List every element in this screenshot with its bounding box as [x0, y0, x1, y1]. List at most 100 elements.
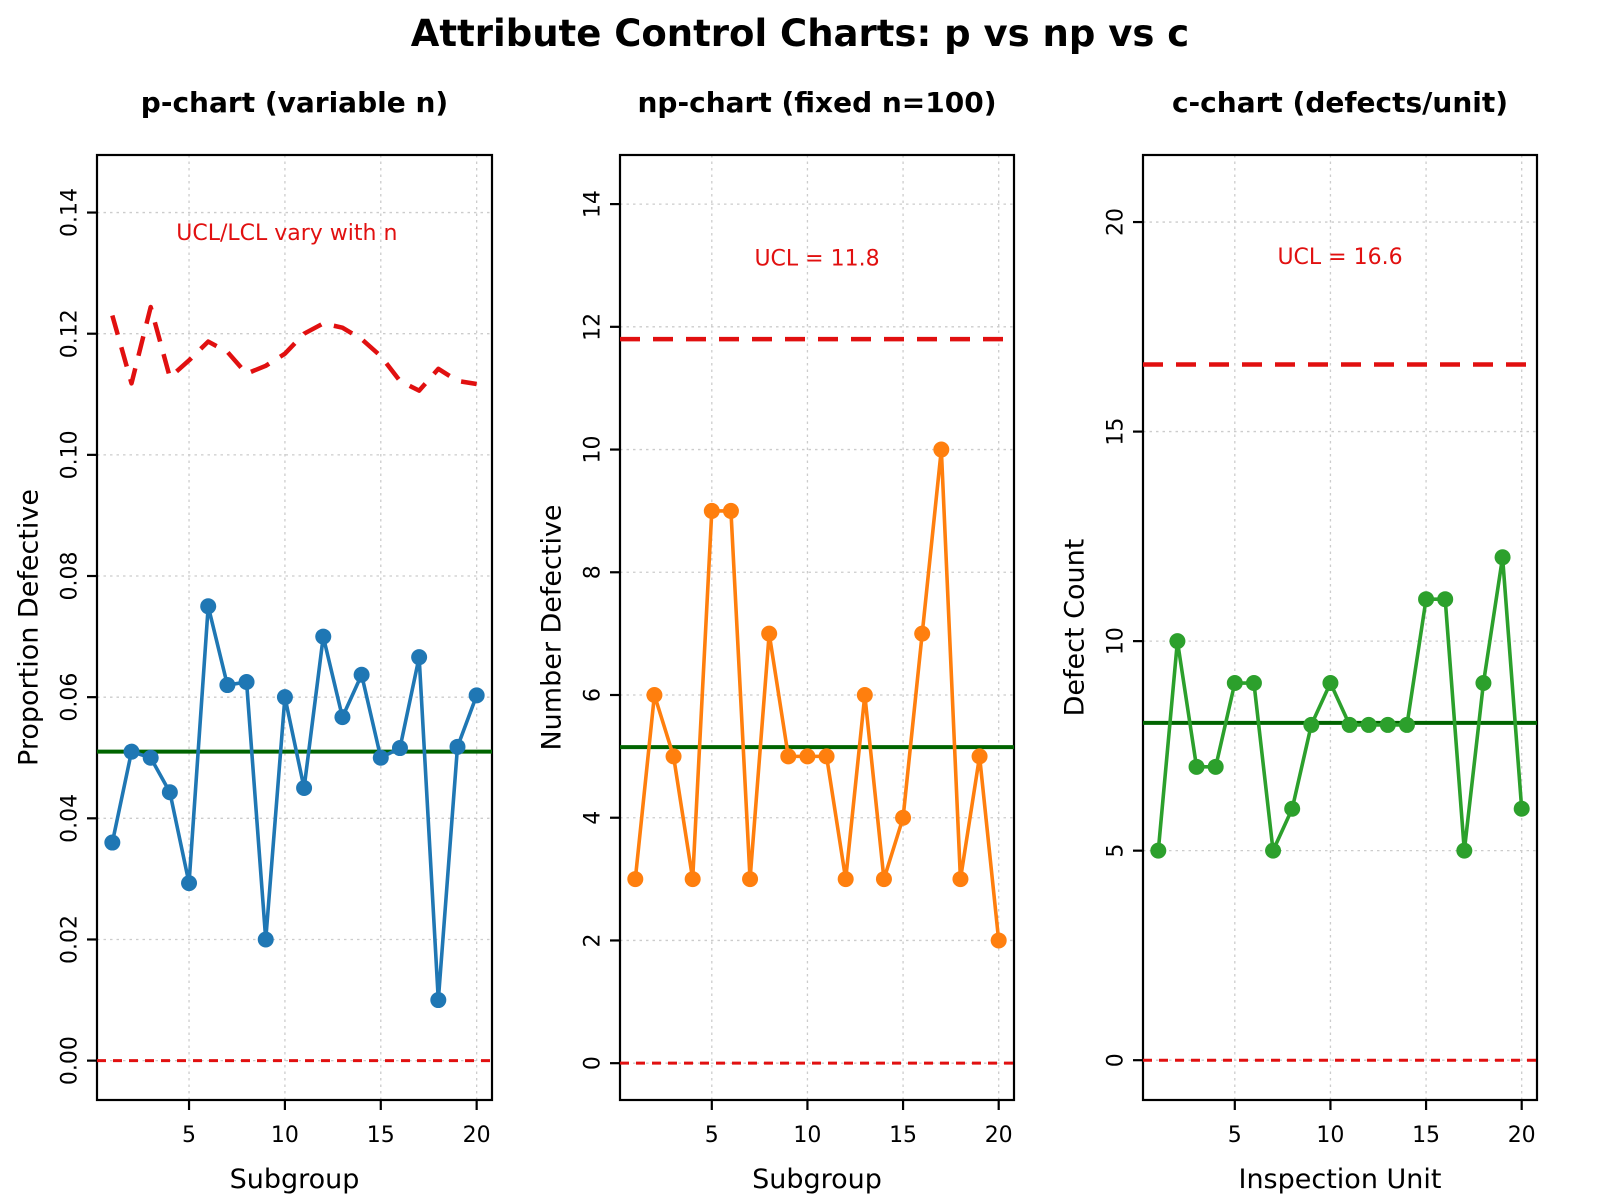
data-point: [856, 687, 873, 703]
c-chart-title: c-chart (defects/unit): [1171, 86, 1509, 119]
data-point: [1207, 758, 1224, 775]
ucl-varying-line: [110, 304, 478, 393]
data-point: [391, 740, 408, 757]
data-point: [1150, 842, 1167, 859]
data-point: [1265, 842, 1282, 859]
annotation-text: UCL/LCL vary with n: [176, 221, 397, 246]
series-line: [110, 604, 479, 1002]
data-point: [1456, 842, 1473, 859]
data-point: [353, 666, 370, 683]
data-point: [257, 931, 274, 948]
data-point: [742, 871, 759, 888]
data-point: [315, 628, 332, 645]
y-tick-label: 0.00: [58, 1036, 83, 1085]
data-point: [1303, 716, 1320, 733]
data-point: [334, 709, 351, 726]
data-point: [1418, 591, 1435, 608]
data-point: [1360, 716, 1377, 733]
series-line: [633, 447, 1001, 941]
data-point: [1245, 675, 1262, 692]
y-tick-label: 10: [1104, 627, 1129, 655]
y-axis-label: Defect Count: [1060, 539, 1091, 717]
y-tick-label: 0.08: [58, 552, 83, 601]
y-tick-label: 14: [581, 190, 606, 218]
data-point: [703, 502, 720, 519]
y-axis-label: Number Defective: [537, 504, 568, 750]
data-point: [646, 687, 663, 703]
data-point: [1322, 675, 1339, 692]
data-point: [142, 749, 159, 766]
data-point: [818, 748, 835, 765]
data-point: [468, 687, 485, 704]
data-point: [411, 649, 428, 666]
y-tick-label: 2: [581, 933, 606, 947]
annotation-text: UCL = 11.8: [754, 246, 879, 271]
x-tick-label: 20: [985, 1123, 1013, 1148]
y-tick-label: 5: [1104, 844, 1129, 858]
data-point: [181, 875, 198, 892]
p-chart-title: p-chart (variable n): [140, 86, 449, 119]
figure-title: Attribute Control Charts: p vs np vs c: [410, 12, 1190, 55]
axes-frame: [1141, 153, 1539, 1102]
data-point: [430, 992, 447, 1009]
data-point: [372, 749, 389, 766]
data-point: [123, 743, 140, 760]
data-point: [627, 871, 644, 888]
y-tick-label: 20: [1104, 208, 1129, 236]
data-point: [933, 441, 950, 458]
y-tick-label: 4: [581, 811, 606, 825]
data-point: [200, 598, 217, 615]
axes-frame: [618, 153, 1016, 1102]
data-point: [238, 674, 255, 691]
y-axis-label: Proportion Defective: [14, 489, 45, 766]
data-point: [837, 871, 854, 888]
x-tick-label: 15: [367, 1123, 395, 1148]
y-tick-label: 10: [581, 436, 606, 464]
y-tick-label: 0.10: [58, 430, 83, 479]
y-tick-label: 6: [581, 688, 606, 702]
data-point: [1226, 675, 1243, 692]
np-chart-title: np-chart (fixed n=100): [637, 86, 997, 119]
x-tick-label: 10: [1316, 1123, 1344, 1148]
x-tick-label: 10: [793, 1123, 821, 1148]
data-point: [799, 748, 816, 765]
y-tick-label: 12: [581, 313, 606, 341]
data-point: [1513, 800, 1530, 817]
x-tick-label: 15: [1412, 1123, 1440, 1148]
x-tick-label: 20: [1508, 1123, 1536, 1148]
x-tick-label: 5: [705, 1123, 719, 1148]
axes-frame: [95, 153, 494, 1102]
x-tick-label: 5: [182, 1123, 196, 1148]
data-point: [990, 932, 1007, 949]
data-point: [1341, 716, 1358, 733]
data-point: [722, 502, 739, 519]
x-tick-label: 5: [1228, 1123, 1242, 1148]
x-tick-label: 10: [271, 1123, 299, 1148]
data-point: [1188, 758, 1205, 775]
data-point: [914, 625, 931, 642]
data-point: [449, 738, 466, 755]
y-tick-label: 8: [581, 565, 606, 579]
y-tick-label: 0.02: [58, 915, 83, 964]
data-point: [1379, 716, 1396, 733]
data-point: [780, 748, 797, 765]
x-axis-label: Subgroup: [230, 1164, 360, 1195]
y-tick-label: 0.06: [58, 673, 83, 722]
data-point: [665, 748, 682, 765]
x-axis-label: Subgroup: [752, 1164, 882, 1195]
data-point: [761, 625, 778, 642]
data-point: [895, 809, 912, 826]
data-point: [1169, 633, 1186, 650]
y-tick-label: 15: [1104, 418, 1129, 446]
data-point: [1437, 591, 1454, 608]
annotation-text: UCL = 16.6: [1277, 245, 1402, 270]
series-line: [1156, 555, 1524, 853]
x-tick-label: 15: [889, 1123, 917, 1148]
x-axis-label: Inspection Unit: [1238, 1164, 1441, 1195]
data-point: [1475, 675, 1492, 692]
data-point: [104, 834, 121, 851]
